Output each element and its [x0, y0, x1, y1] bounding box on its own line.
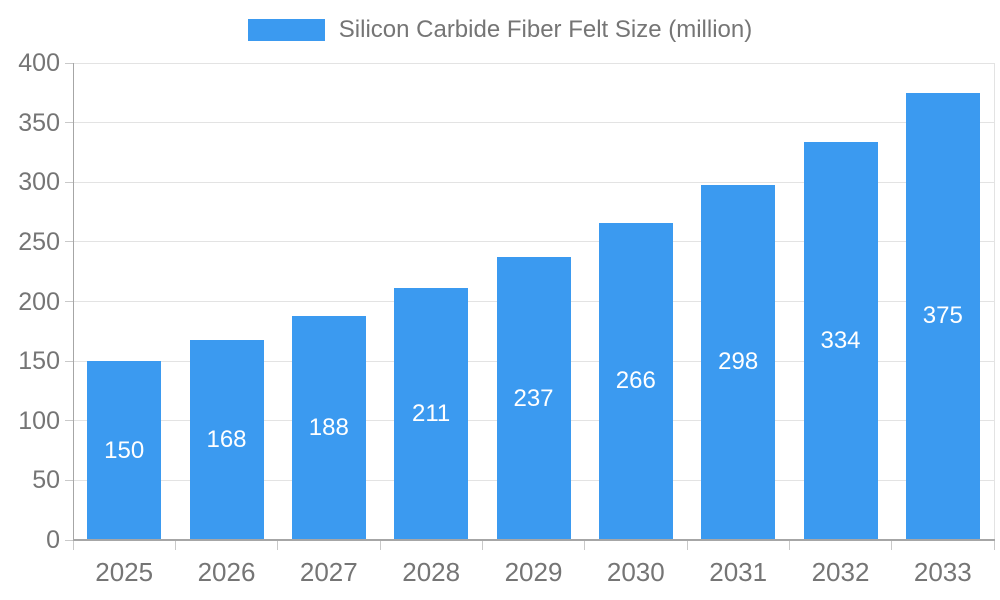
bar-value-label: 188	[308, 413, 349, 441]
x-axis-tick-label: 2029	[504, 557, 563, 587]
bar-2032[interactable]: 334	[803, 141, 878, 540]
bar-2026[interactable]: 168	[189, 339, 264, 540]
y-axis-tick-label: 400	[18, 49, 60, 77]
legend-swatch-icon	[247, 19, 325, 41]
bar-value-label: 150	[104, 436, 145, 464]
y-axis-tick-label: 250	[18, 227, 60, 256]
x-axis-tick	[891, 541, 893, 550]
bar-2033[interactable]: 375	[905, 92, 980, 540]
x-axis-tick-label: 2031	[709, 557, 768, 587]
bar-value-label: 237	[513, 384, 554, 412]
y-axis-tick-label: 100	[18, 406, 60, 435]
bar-value-label: 298	[718, 348, 759, 376]
x-axis-tick-label: 2033	[913, 557, 972, 587]
x-axis-line	[73, 539, 995, 541]
bar-2029[interactable]: 237	[496, 257, 571, 540]
y-axis-tick	[65, 420, 73, 422]
bar-2025[interactable]: 150	[87, 361, 162, 540]
bar-2027[interactable]: 188	[291, 315, 366, 540]
y-axis-tick	[65, 62, 73, 64]
x-axis-tick	[174, 541, 176, 550]
bar-2030[interactable]: 266	[598, 222, 673, 540]
y-axis-tick	[65, 360, 73, 362]
y-axis-tick	[65, 301, 73, 302]
x-axis-tick-label: 2028	[402, 557, 461, 587]
x-axis-tick	[277, 541, 279, 550]
y-axis-line	[73, 63, 74, 540]
y-axis-tick-label: 150	[18, 347, 60, 376]
bar-2031[interactable]: 298	[701, 184, 776, 540]
bar-value-label: 266	[615, 367, 656, 395]
gridline	[73, 241, 994, 243]
gridline	[73, 122, 994, 124]
y-axis-tick-label: 50	[32, 466, 60, 495]
gridline	[73, 181, 994, 183]
y-axis-tick	[65, 539, 73, 541]
bar-2028[interactable]: 211	[394, 288, 469, 540]
x-axis-tick	[788, 541, 790, 550]
x-axis-tick-label: 2026	[197, 557, 256, 587]
y-axis-tick	[65, 479, 73, 481]
x-axis-tick	[72, 541, 74, 550]
x-axis-tick-label: 2027	[299, 557, 358, 587]
x-axis-tick	[686, 541, 688, 550]
x-axis-tick	[379, 541, 381, 550]
bar-value-label: 211	[412, 400, 451, 428]
y-axis-tick-label: 200	[18, 287, 60, 316]
y-axis-tick	[65, 122, 73, 124]
x-axis-tick	[481, 541, 483, 550]
x-axis-tick-label: 2030	[606, 557, 665, 587]
plot-border-right	[994, 63, 995, 540]
bar-value-label: 334	[820, 326, 861, 354]
y-axis-tick-label: 350	[18, 108, 60, 137]
legend-item[interactable]: Silicon Carbide Fiber Felt Size (million…	[0, 16, 1000, 44]
x-axis-tick-label: 2025	[95, 557, 154, 587]
y-axis-tick	[65, 241, 73, 243]
y-axis-tick-label: 0	[46, 526, 60, 554]
bar-value-label: 375	[922, 302, 963, 330]
x-axis-tick	[584, 541, 586, 550]
y-axis-tick-label: 300	[18, 168, 60, 197]
x-axis-tick-label: 2032	[811, 557, 870, 587]
y-axis-tick	[65, 181, 73, 183]
gridline	[73, 62, 994, 64]
bar-value-label: 168	[206, 425, 247, 453]
x-axis-tick	[993, 541, 995, 550]
legend-label: Silicon Carbide Fiber Felt Size (million…	[338, 16, 753, 43]
